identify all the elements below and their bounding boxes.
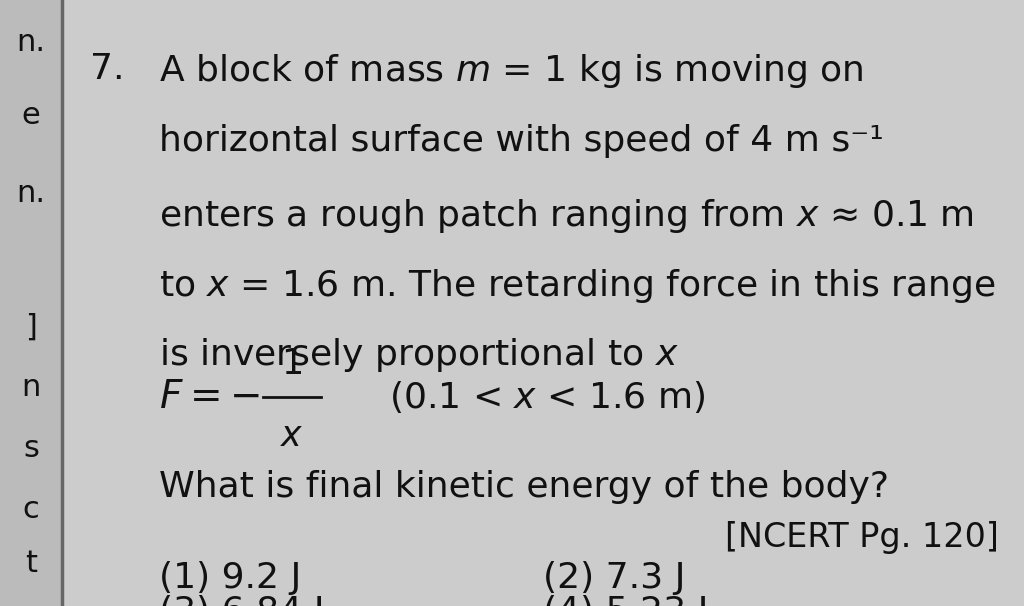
Text: horizontal surface with speed of 4 m s⁻¹: horizontal surface with speed of 4 m s⁻¹ (159, 124, 884, 158)
Text: (2) 7.3 J: (2) 7.3 J (543, 561, 685, 594)
Text: enters a rough patch ranging from $x$ ≈ 0.1 m: enters a rough patch ranging from $x$ ≈ … (159, 197, 974, 235)
Text: [NCERT Pg. 120]: [NCERT Pg. 120] (725, 521, 998, 554)
Text: What is final kinetic energy of the body?: What is final kinetic energy of the body… (159, 470, 889, 504)
Text: n.: n. (16, 179, 45, 208)
Text: $x$: $x$ (280, 419, 304, 453)
Text: $F$ = −: $F$ = − (159, 378, 260, 416)
Text: t: t (25, 549, 37, 578)
Text: (0.1 < $x$ < 1.6 m): (0.1 < $x$ < 1.6 m) (389, 379, 706, 415)
Text: 1: 1 (281, 347, 303, 381)
Text: n: n (22, 373, 41, 402)
Text: is inversely proportional to $x$: is inversely proportional to $x$ (159, 336, 679, 375)
Text: n.: n. (16, 28, 45, 57)
Text: A block of mass $m$ = 1 kg is moving on: A block of mass $m$ = 1 kg is moving on (159, 52, 863, 90)
Text: c: c (23, 494, 39, 524)
Text: (4) 5.23 J: (4) 5.23 J (543, 595, 708, 606)
Text: ]: ] (25, 313, 37, 342)
Text: to $x$ = 1.6 m. The retarding force in this range: to $x$ = 1.6 m. The retarding force in t… (159, 267, 995, 305)
Text: 7.: 7. (90, 52, 125, 85)
Text: (1) 9.2 J: (1) 9.2 J (159, 561, 301, 594)
Bar (0, 0, 62, 606)
Text: (3) 6.84 J: (3) 6.84 J (159, 595, 325, 606)
Text: e: e (22, 101, 40, 130)
Text: s: s (24, 434, 39, 463)
